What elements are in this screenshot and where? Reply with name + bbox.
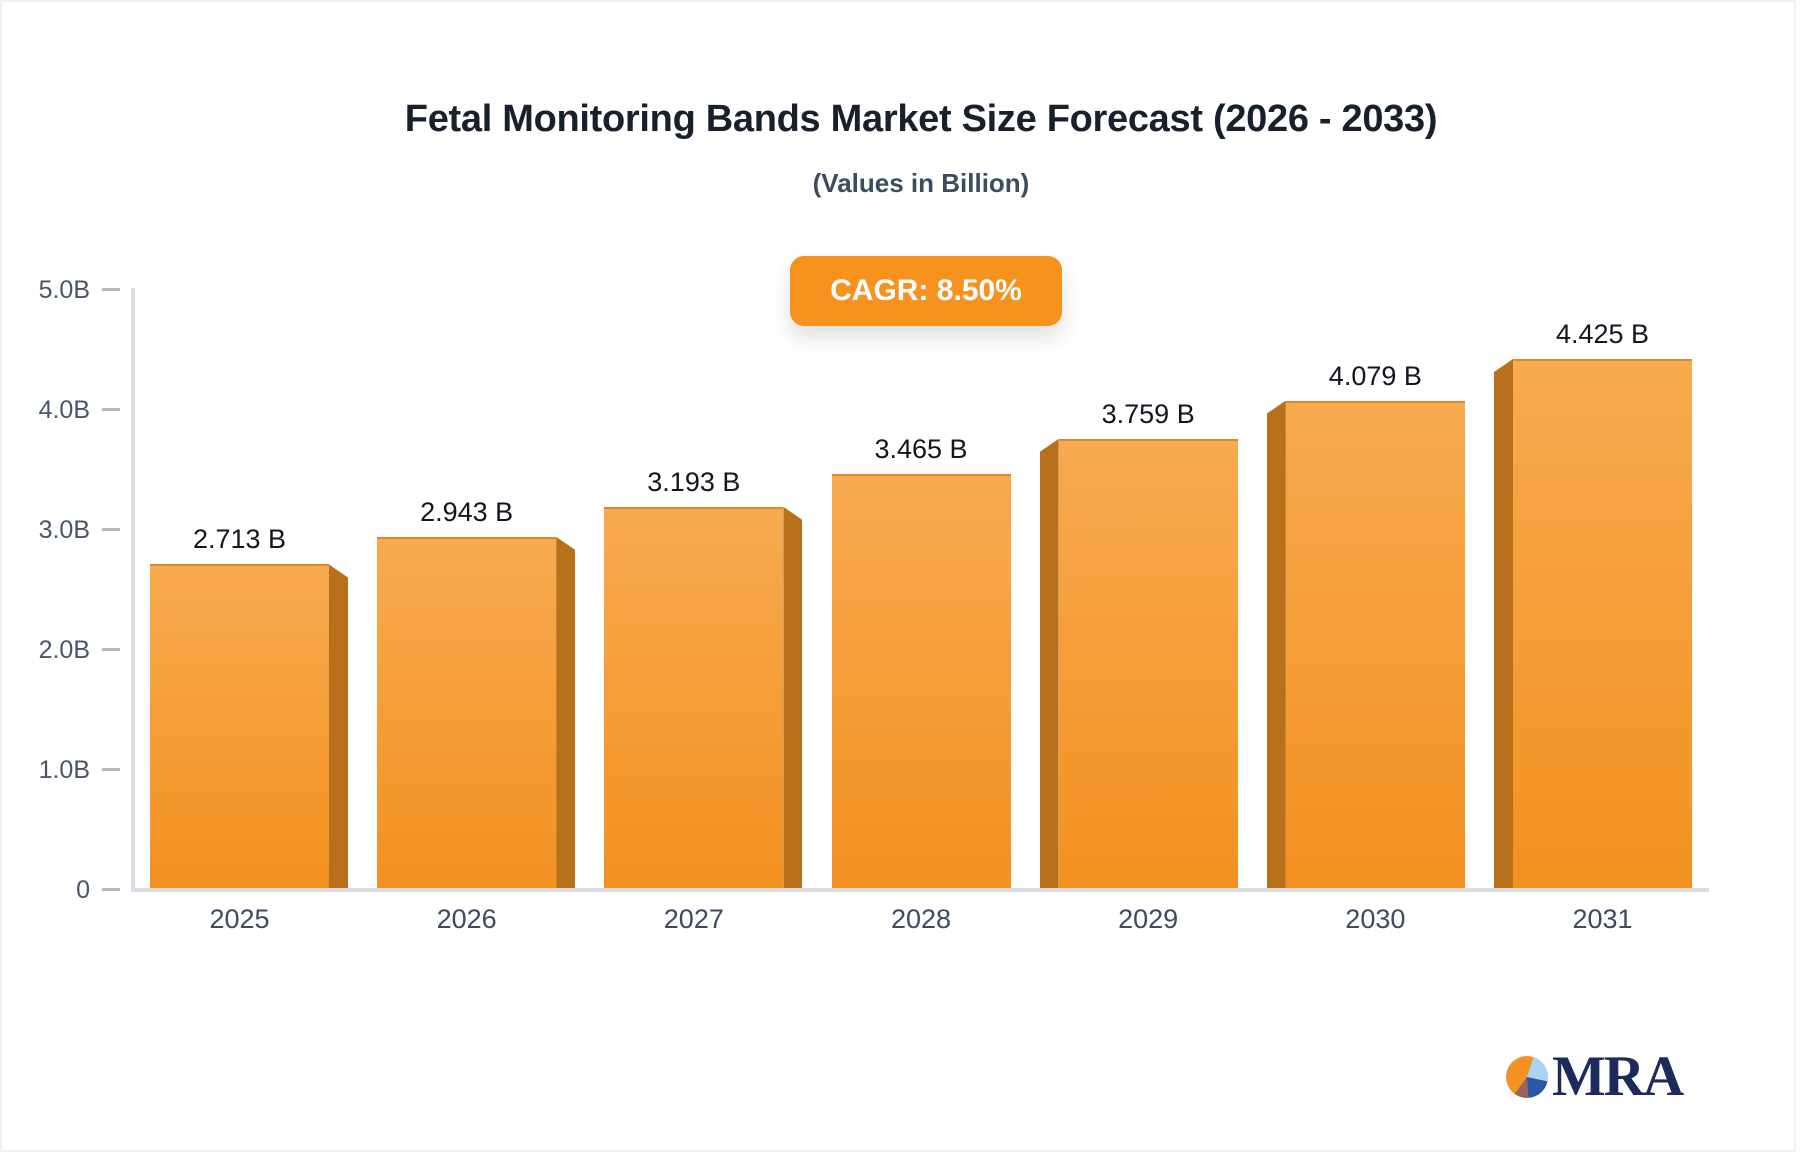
mra-pie-icon [1506,1056,1548,1098]
x-tick-label: 2028 [890,904,952,934]
bar-value-label: 4.079 B [1328,360,1422,391]
y-tick-dash [102,528,120,531]
x-tick-label: 2031 [1572,904,1633,934]
bar-2026 [377,536,557,888]
y-tick-dash [102,768,120,771]
x-tick-label: 2026 [436,904,497,934]
y-tick-label: 4.0B [38,396,90,424]
y-tick-dash [102,648,120,651]
bar-side [556,536,576,888]
x-tick-label: 2025 [209,904,270,934]
bar-2025 [150,564,329,888]
y-tick-label: 5.0B [38,276,90,304]
bar-2028 [831,474,1011,888]
chart-subtitle: (Values in Billion) [812,168,1030,198]
bar-side [1266,400,1286,888]
bar-value-label: 3.759 B [1101,398,1195,429]
y-axis-line [131,288,135,890]
bar-value-label: 3.193 B [647,466,741,497]
x-axis-line [131,888,1709,892]
cagr-badge-label: CAGR: 8.50% [830,274,1022,307]
bar-side [329,564,348,888]
bar-side [1039,438,1059,888]
x-tick-label: 2029 [1118,904,1179,934]
bar-value-label: 2.713 B [192,524,287,555]
bar-2029 [1058,438,1238,888]
bar-2027 [604,506,784,888]
y-tick-label: 2.0B [38,636,90,664]
bar-value-label: 3.465 B [874,434,968,465]
x-tick-label: 2030 [1345,904,1406,934]
y-tick-label: 3.0B [38,516,90,544]
y-tick-label: 1.0B [38,756,90,784]
x-tick-label: 2027 [663,904,724,934]
bar-2030 [1285,400,1465,888]
mra-logo-text: MRA [1552,1045,1684,1108]
cagr-badge: CAGR: 8.50% [790,256,1062,326]
y-tick-dash [102,408,120,411]
y-tick-dash [102,288,120,291]
chart-title: Fetal Monitoring Bands Market Size Forec… [404,98,1438,140]
bar-value-label: 4.425 B [1555,319,1650,349]
bar-side [1494,359,1514,888]
bar-2031 [1513,359,1693,888]
y-tick-label: 0 [76,876,90,904]
bar-side [783,506,803,888]
bar-value-label: 2.943 B [420,496,514,527]
mra-logo: MRA [1506,1042,1706,1112]
y-tick-dash [102,888,120,891]
